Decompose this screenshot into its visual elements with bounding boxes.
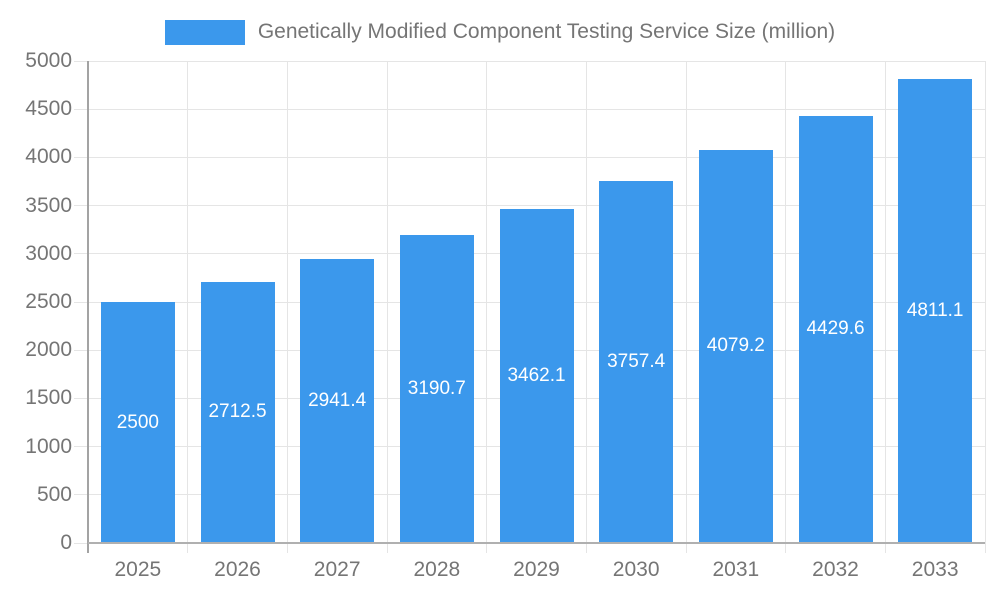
bar-2025: 2500 bbox=[100, 302, 175, 543]
y-axis-tick bbox=[74, 397, 88, 399]
y-axis-tick-label: 500 bbox=[36, 482, 72, 506]
bar-value-label: 2712.5 bbox=[208, 401, 267, 423]
y-axis-tick bbox=[74, 205, 88, 207]
bar-2032: 4429.6 bbox=[798, 115, 873, 543]
bar-2030: 3757.4 bbox=[599, 180, 674, 543]
bar-value-label: 3757.4 bbox=[607, 350, 666, 372]
x-axis-tick-label: 2026 bbox=[214, 558, 261, 581]
x-axis-tick-label: 2032 bbox=[812, 558, 859, 581]
gridline-horizontal bbox=[88, 156, 985, 158]
x-axis-tick-label: 2025 bbox=[114, 558, 162, 581]
gridline-vertical bbox=[884, 61, 886, 543]
y-axis-tick-label: 3000 bbox=[25, 241, 72, 265]
bar-value-label: 4811.1 bbox=[906, 300, 964, 322]
x-axis-tick bbox=[386, 543, 388, 553]
x-axis-tick bbox=[984, 543, 986, 553]
y-axis-tick bbox=[74, 253, 88, 255]
y-axis-tick bbox=[74, 108, 88, 110]
bar-2029: 3462.1 bbox=[499, 209, 574, 543]
y-axis-tick bbox=[74, 60, 88, 62]
gridline-vertical bbox=[585, 61, 587, 543]
y-axis-line bbox=[87, 61, 89, 553]
x-axis-tick bbox=[884, 543, 886, 553]
y-axis-tick bbox=[74, 446, 88, 448]
x-axis-tick bbox=[486, 543, 488, 553]
bar-2026: 2712.5 bbox=[200, 281, 275, 543]
x-axis-tick bbox=[685, 543, 687, 553]
y-axis-tick-label: 5000 bbox=[25, 49, 72, 72]
bar-2033: 4811.1 bbox=[898, 79, 973, 543]
gridline-horizontal bbox=[88, 108, 985, 110]
bar-2028: 3190.7 bbox=[399, 235, 474, 543]
y-axis-tick bbox=[74, 542, 88, 544]
y-axis-tick bbox=[74, 156, 88, 158]
x-axis-tick bbox=[187, 543, 189, 553]
gridline-vertical bbox=[286, 61, 288, 543]
x-axis-line bbox=[88, 542, 985, 544]
gridline-vertical bbox=[187, 61, 189, 543]
x-axis-tick-label: 2030 bbox=[612, 558, 660, 581]
y-axis-tick-label: 2500 bbox=[25, 290, 72, 313]
y-axis-tick bbox=[74, 494, 88, 496]
x-axis-tick bbox=[585, 543, 587, 553]
legend-swatch-icon bbox=[164, 19, 245, 45]
y-axis-tick bbox=[74, 301, 88, 303]
bar-value-label: 2941.4 bbox=[308, 390, 367, 412]
x-axis-tick bbox=[286, 543, 288, 553]
y-axis-tick-label: 4000 bbox=[25, 145, 72, 169]
y-axis-tick-label: 1500 bbox=[25, 386, 72, 410]
x-axis-tick-label: 2031 bbox=[712, 558, 760, 581]
y-axis-tick-label: 0 bbox=[60, 531, 72, 554]
y-axis-tick-label: 1000 bbox=[25, 434, 72, 458]
bar-value-label: 4429.6 bbox=[806, 318, 865, 340]
x-axis-tick-label: 2027 bbox=[313, 558, 361, 581]
x-axis-tick-label: 2033 bbox=[911, 558, 959, 581]
gridline-horizontal bbox=[88, 60, 985, 62]
y-axis-tick bbox=[74, 349, 88, 351]
bar-2027: 2941.4 bbox=[300, 259, 375, 543]
legend-item[interactable]: Genetically Modified Component Testing S… bbox=[0, 14, 1000, 50]
y-axis-tick-label: 2000 bbox=[25, 338, 72, 362]
x-axis-tick bbox=[785, 543, 787, 553]
bar-value-label: 3190.7 bbox=[407, 378, 466, 400]
x-axis-tick-label: 2029 bbox=[513, 558, 560, 581]
y-axis-tick-label: 4500 bbox=[25, 97, 72, 121]
gridline-vertical bbox=[486, 61, 488, 543]
gridline-vertical bbox=[785, 61, 787, 543]
gridline-vertical bbox=[386, 61, 388, 543]
x-axis-tick-label: 2028 bbox=[413, 558, 461, 581]
bar-value-label: 2500 bbox=[116, 411, 159, 433]
bar-2031: 4079.2 bbox=[698, 149, 773, 543]
gridline-vertical bbox=[984, 61, 986, 543]
gridline-horizontal bbox=[88, 205, 985, 207]
y-axis-tick-label: 3500 bbox=[25, 193, 72, 217]
bar-value-label: 3462.1 bbox=[507, 365, 566, 387]
bar-value-label: 4079.2 bbox=[706, 335, 765, 357]
legend-label: Genetically Modified Component Testing S… bbox=[257, 20, 836, 43]
gridline-vertical bbox=[685, 61, 687, 543]
